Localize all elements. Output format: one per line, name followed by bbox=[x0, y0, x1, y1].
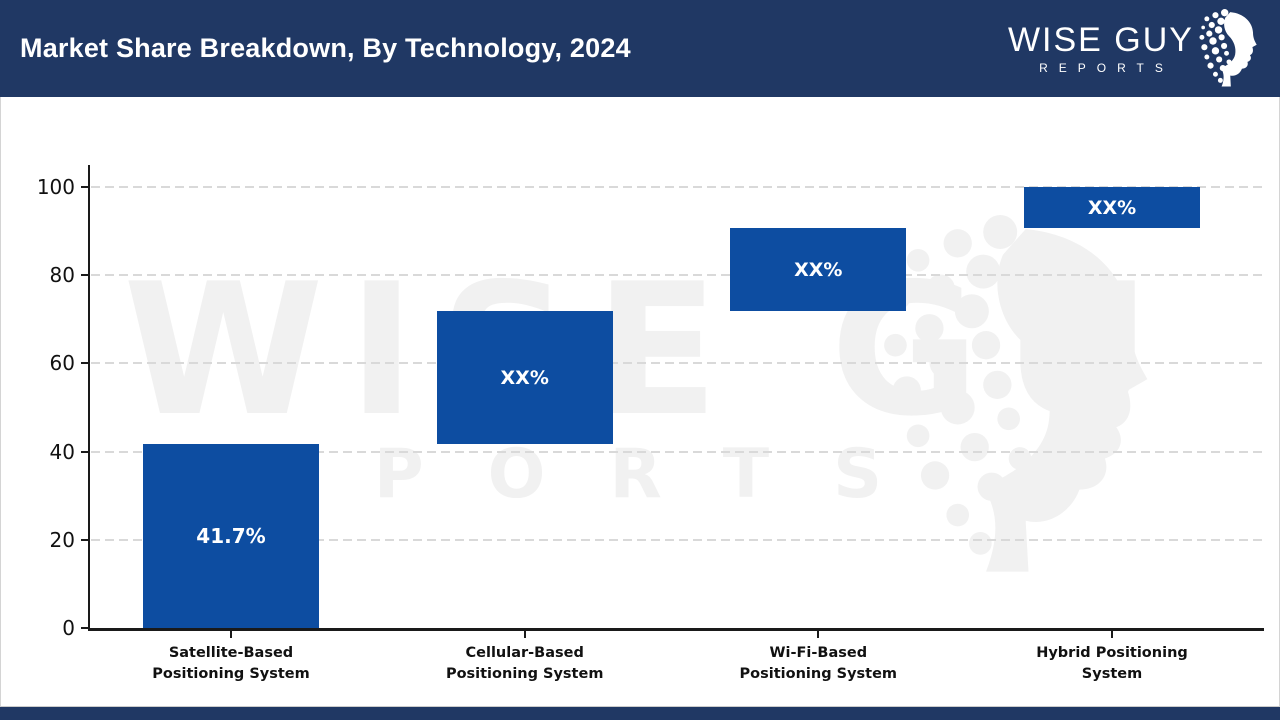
bar-segment-1: XX% bbox=[436, 311, 613, 445]
x-category-label-0: Satellite-Based Positioning System bbox=[152, 645, 310, 683]
wiseguy-logo: WISE GUY REPORTS bbox=[1008, 9, 1262, 89]
bar-value-label: 41.7% bbox=[196, 524, 266, 549]
logo-face-icon bbox=[1196, 9, 1262, 89]
x-category-label-2: Wi-Fi-Based Positioning System bbox=[739, 645, 898, 683]
logo-wordmark: WISE GUY bbox=[1007, 20, 1194, 59]
bar-value-label: XX% bbox=[794, 258, 843, 281]
y-tick-mark-100 bbox=[81, 186, 89, 188]
y-axis-line bbox=[88, 165, 90, 630]
bar-value-label: XX% bbox=[500, 366, 549, 389]
y-tick-mark-60 bbox=[81, 362, 89, 365]
plot-area: 0 20 40 60 80 100 41.7% Satellite-Based Position… bbox=[1, 97, 1279, 706]
x-tick-mark-3 bbox=[1111, 631, 1113, 638]
gridline-60 bbox=[91, 362, 1263, 365]
footer-bar bbox=[0, 707, 1280, 720]
y-tick-mark-0 bbox=[81, 627, 89, 629]
logo-text: WISE GUY REPORTS bbox=[1008, 23, 1194, 75]
x-category-label-1: Cellular-Based Positioning System bbox=[445, 645, 604, 683]
y-tick-mark-40 bbox=[81, 450, 89, 453]
header-bar: Market Share Breakdown, By Technology, 2… bbox=[0, 0, 1280, 97]
x-tick-mark-2 bbox=[817, 631, 820, 638]
x-category-label-3: Hybrid Positioning System bbox=[1036, 645, 1188, 683]
y-tick-label-0: 0 bbox=[62, 616, 75, 640]
logo-subtitle: REPORTS bbox=[1039, 60, 1174, 75]
gridline-100 bbox=[91, 186, 1263, 188]
gridline-40 bbox=[91, 450, 1263, 453]
gridline-20 bbox=[91, 538, 1263, 541]
y-tick-label-80: 80 bbox=[49, 263, 75, 288]
bar-segment-2: XX% bbox=[730, 228, 907, 312]
y-tick-label-40: 40 bbox=[49, 439, 75, 464]
y-tick-mark-80 bbox=[81, 274, 89, 277]
bar-segment-3: XX% bbox=[1024, 187, 1200, 229]
y-tick-label-60: 60 bbox=[49, 351, 75, 376]
chart-area: WISE GU REPORTS 0 20 40 60 80 100 41.7% Satelli… bbox=[0, 97, 1280, 707]
bar-value-label: XX% bbox=[1087, 196, 1137, 219]
bar-segment-0: 41.7% bbox=[143, 444, 319, 628]
y-tick-mark-20 bbox=[81, 538, 89, 541]
x-axis-line bbox=[88, 628, 1264, 631]
chart-title: Market Share Breakdown, By Technology, 2… bbox=[20, 33, 631, 63]
x-tick-mark-1 bbox=[523, 631, 526, 638]
gridline-80 bbox=[91, 274, 1263, 277]
y-tick-label-100: 100 bbox=[36, 175, 75, 199]
watermark-face-icon bbox=[859, 215, 1181, 583]
x-tick-mark-0 bbox=[230, 631, 232, 638]
y-tick-label-20: 20 bbox=[49, 527, 75, 552]
